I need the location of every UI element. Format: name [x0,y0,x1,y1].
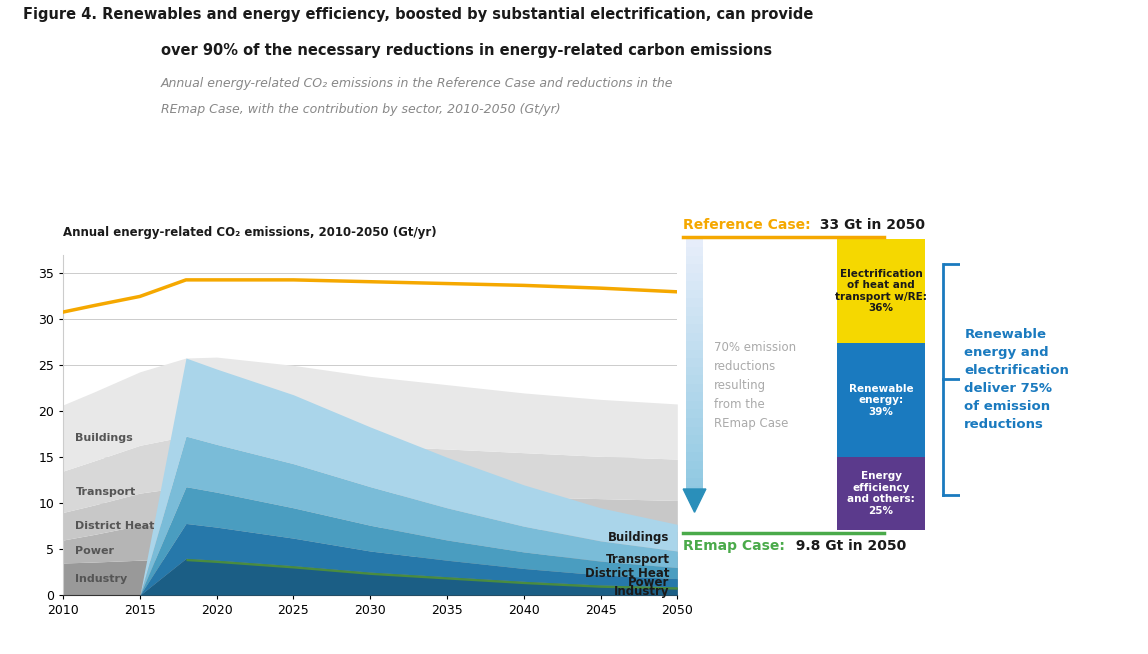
Text: Power: Power [628,576,669,589]
Text: Renewable
energy and
electrification
deliver 75%
of emission
reductions: Renewable energy and electrification del… [964,328,1069,431]
Bar [837,239,924,343]
Text: 9.8 Gt in 2050: 9.8 Gt in 2050 [786,539,907,553]
Text: Industry: Industry [76,574,127,584]
Text: Buildings: Buildings [608,531,669,544]
Text: over 90% of the necessary reductions in energy-related carbon emissions: over 90% of the necessary reductions in … [161,43,771,58]
Text: Industry: Industry [614,585,669,598]
Bar [837,343,924,457]
Text: 33 Gt in 2050: 33 Gt in 2050 [815,218,925,232]
Text: Buildings: Buildings [76,433,133,443]
Text: Electrification
of heat and
transport w/RE:
36%: Electrification of heat and transport w/… [835,269,928,313]
Text: Reference Case:: Reference Case: [683,218,810,232]
Text: Power: Power [76,547,115,557]
Text: Annual energy-related CO₂ emissions in the Reference Case and reductions in the: Annual energy-related CO₂ emissions in t… [161,77,673,90]
Text: Figure 4. Renewables and energy efficiency, boosted by substantial electrificati: Figure 4. Renewables and energy efficien… [23,7,813,22]
Text: District Heat: District Heat [76,521,155,531]
Text: District Heat: District Heat [585,566,669,579]
Text: REmap Case:: REmap Case: [683,539,785,553]
Text: Energy
efficiency
and others:
25%: Energy efficiency and others: 25% [847,471,915,516]
Text: Transport: Transport [76,487,135,497]
Text: Annual energy-related CO₂ emissions, 2010-2050 (Gt/yr): Annual energy-related CO₂ emissions, 201… [63,226,436,239]
Bar [837,457,924,530]
Text: REmap Case, with the contribution by sector, 2010-2050 (Gt/yr): REmap Case, with the contribution by sec… [161,103,560,116]
FancyArrow shape [683,489,706,512]
Text: Renewable
energy:
39%: Renewable energy: 39% [848,384,914,417]
Text: Transport: Transport [606,553,669,566]
Text: 70% emission
reductions
resulting
from the
REmap Case: 70% emission reductions resulting from t… [714,341,797,430]
